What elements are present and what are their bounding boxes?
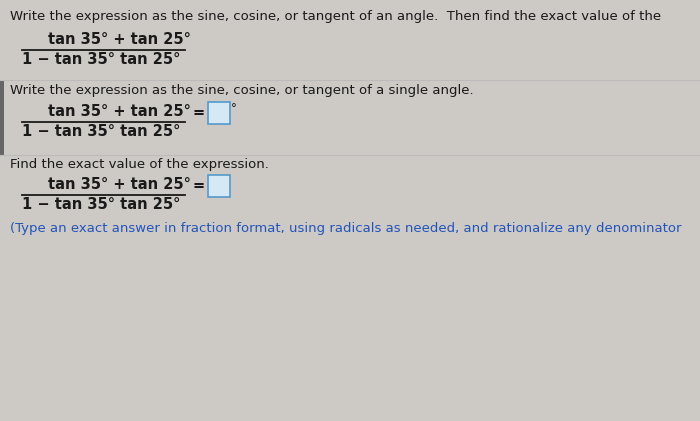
Text: °: °: [231, 102, 237, 115]
Text: Find the exact value of the expression.: Find the exact value of the expression.: [10, 158, 269, 171]
Text: 1 − tan 35° tan 25°: 1 − tan 35° tan 25°: [22, 52, 181, 67]
Text: =: =: [192, 105, 204, 120]
Text: tan 35° + tan 25°: tan 35° + tan 25°: [48, 177, 191, 192]
Text: 1 − tan 35° tan 25°: 1 − tan 35° tan 25°: [22, 124, 181, 139]
Text: tan 35° + tan 25°: tan 35° + tan 25°: [48, 32, 191, 47]
Text: tan 35° + tan 25°: tan 35° + tan 25°: [48, 104, 191, 119]
Text: (Type an exact answer in fraction format, using radicals as needed, and rational: (Type an exact answer in fraction format…: [10, 222, 682, 235]
Bar: [208, 175, 230, 197]
Text: 1 − tan 35° tan 25°: 1 − tan 35° tan 25°: [22, 197, 181, 212]
Bar: [208, 102, 230, 124]
Text: Write the expression as the sine, cosine, or tangent of an angle.  Then find the: Write the expression as the sine, cosine…: [10, 10, 661, 23]
Text: =: =: [192, 178, 204, 193]
Text: Write the expression as the sine, cosine, or tangent of a single angle.: Write the expression as the sine, cosine…: [10, 84, 474, 97]
Bar: [0, 80, 4, 155]
